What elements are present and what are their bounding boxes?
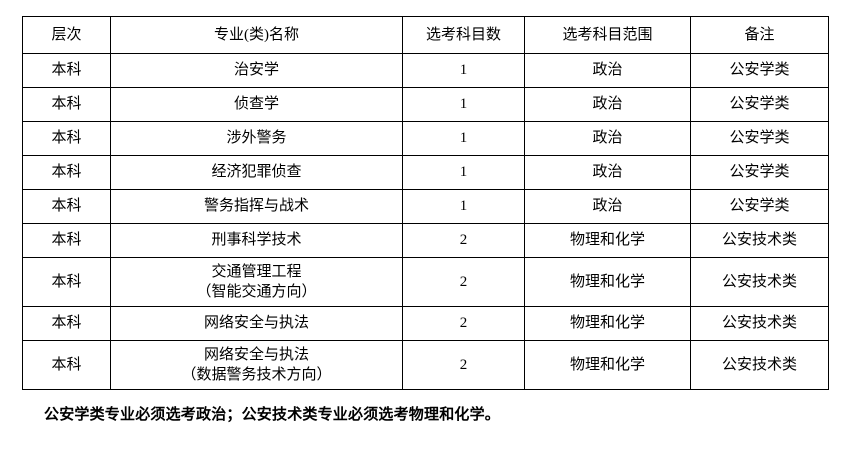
- table-row: 本科 网络安全与执法 2 物理和化学 公安技术类: [22, 306, 829, 341]
- cell-subject-count: 1: [402, 53, 525, 88]
- cell-level: 本科: [22, 53, 111, 88]
- cell-subject-range: 物理和化学: [524, 257, 691, 307]
- cell-level: 本科: [22, 121, 111, 156]
- table-row: 本科 网络安全与执法 （数据警务技术方向） 2 物理和化学 公安技术类: [22, 340, 829, 390]
- table-footnote: 公安学类专业必须选考政治；公安技术类专业必须选考物理和化学。: [44, 407, 501, 423]
- cell-subject-count: 2: [402, 306, 525, 341]
- cell-level: 本科: [22, 257, 111, 307]
- cell-subject-range: 物理和化学: [524, 340, 691, 390]
- major-name-line1: 刑事科学技术: [211, 232, 302, 249]
- table-row: 本科 治安学 1 政治 公安学类: [22, 53, 829, 88]
- major-name-line1: 治安学: [233, 62, 279, 79]
- cell-major-name: 网络安全与执法 （数据警务技术方向）: [110, 340, 403, 390]
- table-header: 层次 专业(类)名称 选考科目数 选考科目范围 备注: [22, 16, 829, 54]
- cell-remark: 公安学类: [690, 87, 829, 122]
- cell-level: 本科: [22, 340, 111, 390]
- table-body: 本科 治安学 1 政治 公安学类 本科 侦查学 1 政治 公安学类 本科: [22, 53, 829, 390]
- major-name-line1: 侦查学: [233, 96, 279, 113]
- cell-remark: 公安技术类: [690, 223, 829, 258]
- cell-subject-range: 政治: [524, 87, 691, 122]
- major-name-line1: 涉外警务: [226, 130, 287, 147]
- cell-major-name: 治安学: [110, 53, 403, 88]
- table-row: 本科 警务指挥与战术 1 政治 公安学类: [22, 189, 829, 224]
- cell-level: 本科: [22, 223, 111, 258]
- cell-level: 本科: [22, 306, 111, 341]
- table-row: 本科 刑事科学技术 2 物理和化学 公安技术类: [22, 223, 829, 258]
- cell-major-name: 经济犯罪侦查: [110, 155, 403, 190]
- cell-major-name: 刑事科学技术: [110, 223, 403, 258]
- cell-remark: 公安技术类: [690, 257, 829, 307]
- cell-remark: 公安技术类: [690, 340, 829, 390]
- cell-subject-range: 政治: [524, 53, 691, 88]
- table-header-row: 层次 专业(类)名称 选考科目数 选考科目范围 备注: [22, 16, 829, 54]
- cell-subject-range: 政治: [524, 155, 691, 190]
- cell-remark: 公安学类: [690, 155, 829, 190]
- major-name-line1: 网络安全与执法: [203, 315, 309, 332]
- cell-remark: 公安技术类: [690, 306, 829, 341]
- cell-level: 本科: [22, 87, 111, 122]
- column-header-remark: 备注: [690, 16, 829, 54]
- column-header-level: 层次: [22, 16, 111, 54]
- column-header-subject-range: 选考科目范围: [524, 16, 691, 54]
- column-header-major-name: 专业(类)名称: [110, 16, 403, 54]
- table-row: 本科 侦查学 1 政治 公安学类: [22, 87, 829, 122]
- cell-remark: 公安学类: [690, 53, 829, 88]
- table-row: 本科 经济犯罪侦查 1 政治 公安学类: [22, 155, 829, 190]
- cell-subject-count: 2: [402, 257, 525, 307]
- major-name-line1: 经济犯罪侦查: [211, 164, 302, 181]
- cell-major-name: 交通管理工程 （智能交通方向）: [110, 257, 403, 307]
- cell-major-name: 警务指挥与战术: [110, 189, 403, 224]
- column-header-subject-count: 选考科目数: [402, 16, 525, 54]
- major-name-line1: 网络安全与执法: [203, 346, 309, 363]
- cell-level: 本科: [22, 189, 111, 224]
- cell-level: 本科: [22, 155, 111, 190]
- majors-table: 层次 专业(类)名称 选考科目数 选考科目范围 备注 本科 治安学 1 政治 公…: [22, 16, 829, 390]
- cell-subject-count: 1: [402, 189, 525, 224]
- table-row: 本科 交通管理工程 （智能交通方向） 2 物理和化学 公安技术类: [22, 257, 829, 307]
- table-row: 本科 涉外警务 1 政治 公安学类: [22, 121, 829, 156]
- cell-major-name: 网络安全与执法: [110, 306, 403, 341]
- major-name-line1: 交通管理工程: [211, 263, 302, 280]
- cell-subject-count: 1: [402, 87, 525, 122]
- cell-subject-range: 政治: [524, 189, 691, 224]
- cell-major-name: 涉外警务: [110, 121, 403, 156]
- cell-subject-range: 政治: [524, 121, 691, 156]
- major-name-line1: 警务指挥与战术: [203, 198, 309, 215]
- cell-subject-count: 2: [402, 340, 525, 390]
- cell-remark: 公安学类: [690, 189, 829, 224]
- cell-subject-range: 物理和化学: [524, 223, 691, 258]
- cell-subject-count: 1: [402, 121, 525, 156]
- major-name-line2: （数据警务技术方向）: [181, 367, 332, 383]
- cell-remark: 公安学类: [690, 121, 829, 156]
- major-name-line2: （智能交通方向）: [196, 284, 317, 300]
- cell-subject-count: 1: [402, 155, 525, 190]
- cell-major-name: 侦查学: [110, 87, 403, 122]
- cell-subject-range: 物理和化学: [524, 306, 691, 341]
- cell-subject-count: 2: [402, 223, 525, 258]
